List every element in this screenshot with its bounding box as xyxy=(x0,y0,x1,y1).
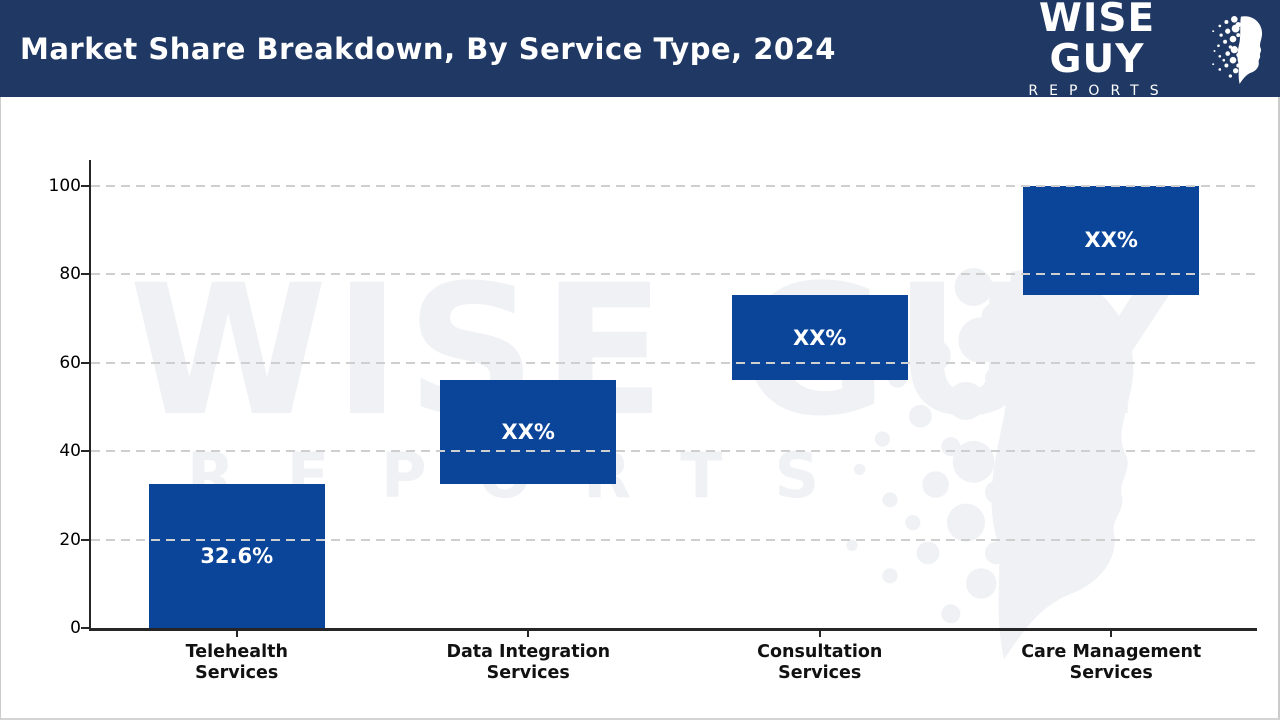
category-label: Care Management Services xyxy=(1021,642,1202,683)
x-tick-mark xyxy=(1110,628,1113,637)
logo-subtitle: REPORTS xyxy=(1028,82,1170,99)
y-tick-label: 80 xyxy=(59,264,81,285)
gridline xyxy=(91,361,1257,364)
plot-area: WISE GUY REPORTS 02040608010032.6%XX%XX%… xyxy=(0,97,1280,720)
bar-value-label: XX% xyxy=(793,325,847,350)
gridline xyxy=(91,185,1257,187)
category-label: Consultation Services xyxy=(757,642,883,683)
x-tick-mark xyxy=(235,628,238,637)
y-tick-label: 60 xyxy=(59,352,81,373)
y-tick-mark xyxy=(81,538,89,541)
y-tick-label: 20 xyxy=(59,529,81,550)
y-tick-label: 40 xyxy=(59,441,81,462)
bar-segment xyxy=(731,294,908,381)
y-tick-mark xyxy=(81,185,89,187)
gridline xyxy=(91,450,1257,453)
y-tick-mark xyxy=(81,627,89,629)
x-axis-line xyxy=(89,628,1257,631)
header-bar: Market Share Breakdown, By Service Type,… xyxy=(0,0,1280,99)
y-tick-label: 100 xyxy=(48,176,81,196)
y-tick-label: 0 xyxy=(70,618,81,638)
x-tick-mark xyxy=(818,628,821,637)
bar-segment xyxy=(148,483,325,628)
logo-wordmark: WISE GUY xyxy=(1038,0,1156,82)
logo-text: WISE GUY REPORTS xyxy=(996,0,1198,99)
wiseguy-logo: WISE GUY REPORTS xyxy=(996,0,1266,99)
bar-value-label: XX% xyxy=(501,420,555,445)
gridline xyxy=(91,273,1257,276)
wiseguy-face-icon xyxy=(1212,16,1263,84)
watermark-wordmark: WISE GUY xyxy=(129,247,1183,456)
y-tick-mark xyxy=(81,273,89,276)
y-axis-line xyxy=(89,160,91,631)
category-label: Data Integration Services xyxy=(446,642,611,683)
y-tick-mark xyxy=(81,361,89,364)
gridline xyxy=(91,538,1257,541)
bar-segment xyxy=(440,380,617,484)
chart-title: Market Share Breakdown, By Service Type,… xyxy=(20,31,836,66)
y-tick-mark xyxy=(81,450,89,453)
bar-value-label: XX% xyxy=(1084,228,1138,253)
bar-value-label: 32.6% xyxy=(200,543,274,568)
category-label: Telehealth Services xyxy=(185,642,288,683)
bar-segment xyxy=(1023,186,1200,295)
x-tick-mark xyxy=(527,628,530,637)
